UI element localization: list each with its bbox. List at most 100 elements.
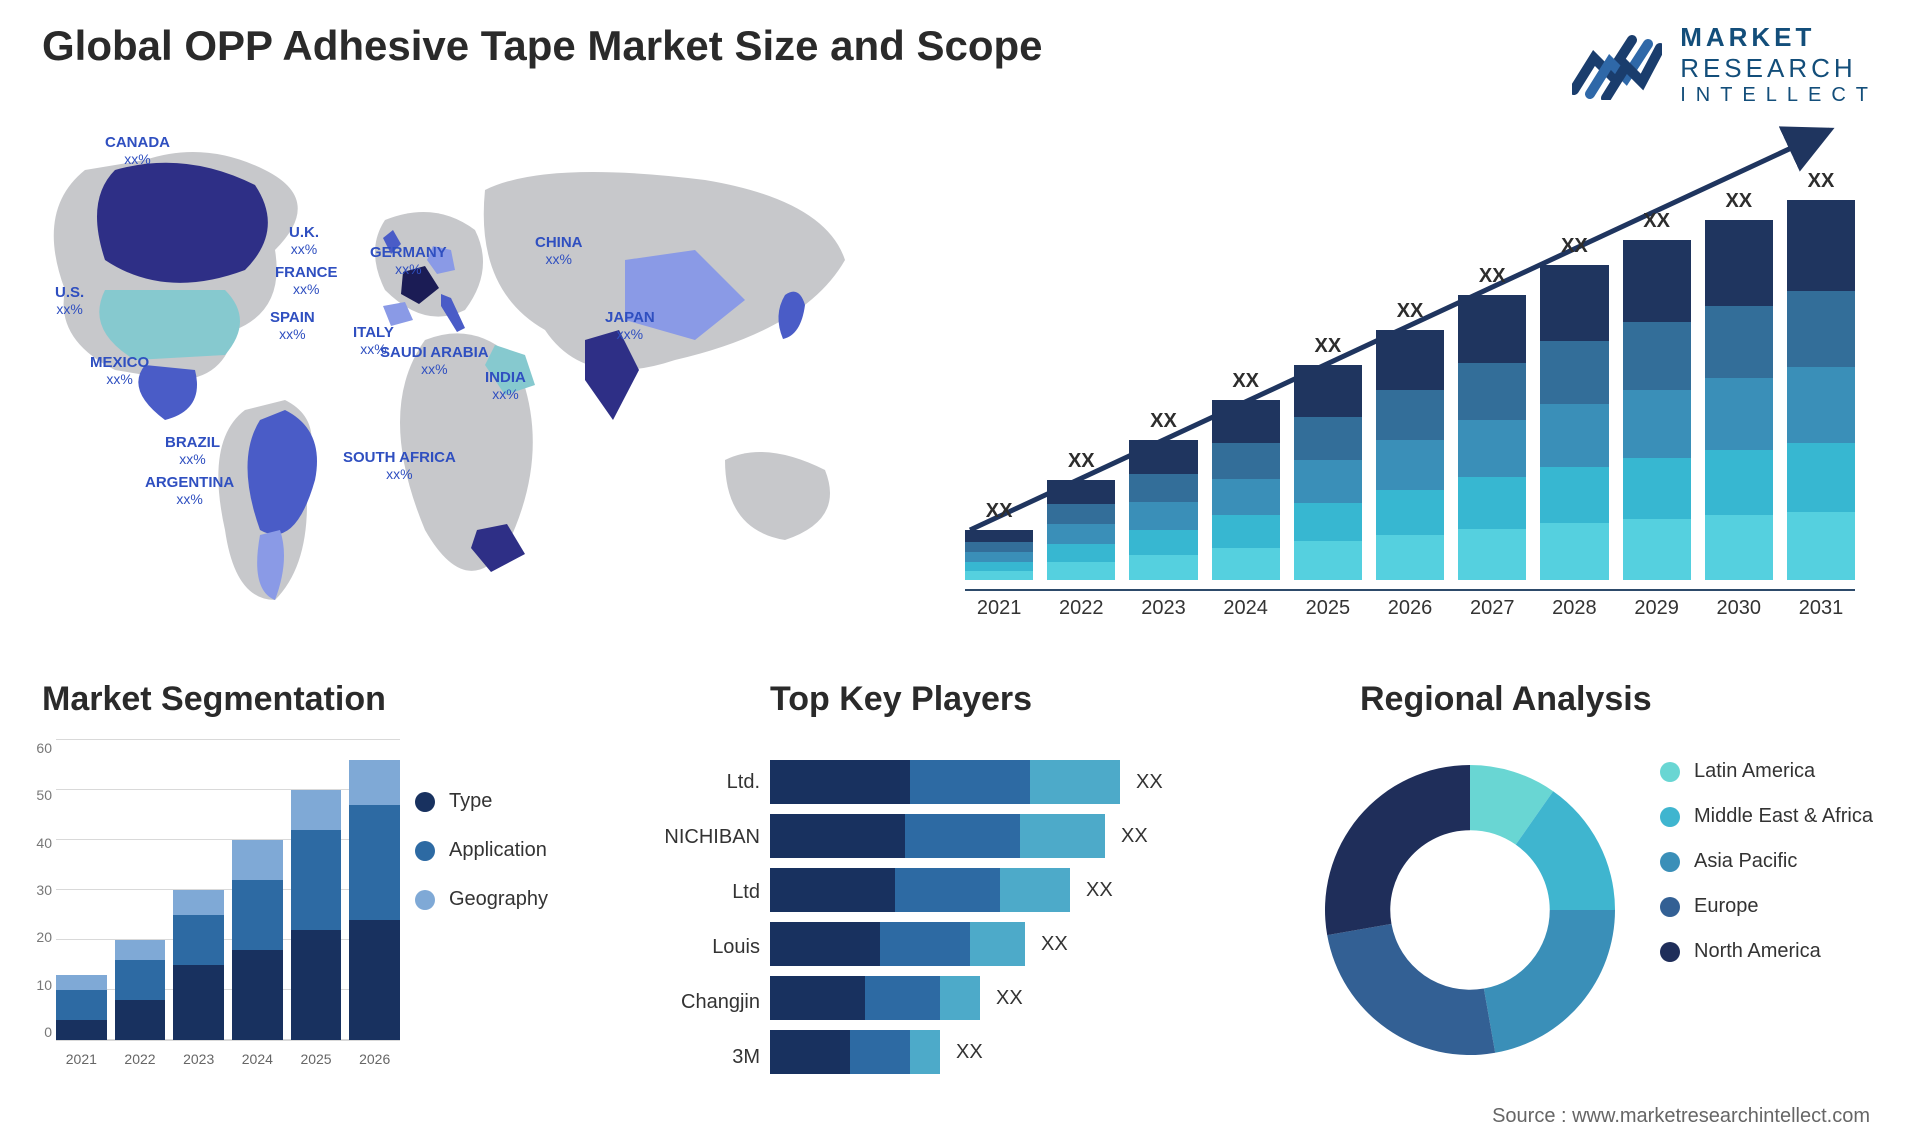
growth-xaxis-label: 2029	[1623, 591, 1691, 620]
seg-legend-item: Application	[415, 839, 548, 862]
seg-ytick: 50	[20, 787, 52, 803]
seg-legend-item: Type	[415, 790, 548, 813]
player-value: XX	[1136, 771, 1163, 794]
legend-swatch-icon	[1660, 852, 1680, 872]
regional-title: Regional Analysis	[1360, 680, 1652, 719]
legend-label: North America	[1694, 940, 1821, 963]
growth-bar-value: XX	[1047, 450, 1115, 473]
page-title: Global OPP Adhesive Tape Market Size and…	[42, 22, 1043, 70]
seg-bar	[173, 890, 224, 1040]
logo-text-3: INTELLECT	[1680, 84, 1878, 107]
growth-xaxis-label: 2026	[1376, 591, 1444, 620]
growth-xaxis-label: 2021	[965, 591, 1033, 620]
legend-label: Latin America	[1694, 760, 1815, 783]
player-label: NICHIBAN	[620, 816, 760, 860]
seg-ytick: 20	[20, 929, 52, 945]
regional-legend: Latin America Middle East & Africa Asia Pa…	[1660, 760, 1873, 985]
donut-slice	[1484, 910, 1615, 1053]
segmentation-title: Market Segmentation	[42, 680, 386, 719]
growth-bar-value: XX	[1212, 370, 1280, 393]
player-row: XX	[770, 922, 1290, 966]
seg-ytick: 40	[20, 835, 52, 851]
map-label: FRANCExx%	[275, 265, 338, 298]
seg-bar	[349, 760, 400, 1040]
map-label: U.K.xx%	[289, 225, 319, 258]
legend-label: Europe	[1694, 895, 1759, 918]
player-label: 3M	[620, 1036, 760, 1080]
growth-bar: XX	[1787, 200, 1855, 580]
players-chart: XXXXXXXXXXXX	[770, 760, 1290, 1090]
growth-xaxis-label: 2027	[1458, 591, 1526, 620]
segmentation-chart: 6050403020100 202120222023202420252026	[20, 740, 400, 1080]
map-label: CANADAxx%	[105, 135, 170, 168]
player-value: XX	[1041, 933, 1068, 956]
growth-bar-value: XX	[1623, 210, 1691, 233]
seg-ytick: 30	[20, 882, 52, 898]
seg-ytick: 60	[20, 740, 52, 756]
map-label: CHINAxx%	[535, 235, 583, 268]
seg-xlabel: 2024	[232, 1041, 283, 1080]
growth-xaxis-label: 2028	[1540, 591, 1608, 620]
growth-bar: XX	[1294, 365, 1362, 580]
players-title: Top Key Players	[770, 680, 1032, 719]
player-label: Ltd.	[620, 761, 760, 805]
growth-xaxis-label: 2023	[1129, 591, 1197, 620]
logo-text-1: MARKET	[1680, 22, 1878, 53]
seg-bar	[291, 790, 342, 1040]
growth-bar-value: XX	[1376, 300, 1444, 323]
map-label: MEXICOxx%	[90, 355, 149, 388]
legend-swatch-icon	[1660, 942, 1680, 962]
seg-ytick: 10	[20, 977, 52, 993]
seg-xlabel: 2023	[173, 1041, 224, 1080]
legend-swatch-icon	[1660, 762, 1680, 782]
region-legend-item: Asia Pacific	[1660, 850, 1873, 873]
player-row: XX	[770, 868, 1290, 912]
logo-text-2: RESEARCH	[1680, 53, 1878, 84]
player-value: XX	[996, 987, 1023, 1010]
legend-label: Application	[449, 839, 547, 862]
seg-xlabel: 2021	[56, 1041, 107, 1080]
donut-slice	[1325, 765, 1470, 935]
growth-bar-chart: XXXXXXXXXXXXXXXXXXXXXX 20212022202320242…	[965, 150, 1855, 620]
growth-bar: XX	[1705, 220, 1773, 580]
region-legend-item: Middle East & Africa	[1660, 805, 1873, 828]
legend-swatch-icon	[415, 890, 435, 910]
growth-bar-value: XX	[1458, 265, 1526, 288]
growth-bar-value: XX	[965, 500, 1033, 523]
growth-bar: XX	[1376, 330, 1444, 580]
legend-label: Asia Pacific	[1694, 850, 1797, 873]
legend-swatch-icon	[415, 792, 435, 812]
legend-swatch-icon	[415, 841, 435, 861]
legend-swatch-icon	[1660, 807, 1680, 827]
map-label: U.S.xx%	[55, 285, 84, 318]
regional-donut	[1310, 750, 1630, 1070]
growth-xaxis-label: 2024	[1212, 591, 1280, 620]
seg-xlabel: 2022	[115, 1041, 166, 1080]
header: Global OPP Adhesive Tape Market Size and…	[42, 22, 1878, 107]
player-value: XX	[1086, 879, 1113, 902]
player-row: XX	[770, 976, 1290, 1020]
region-legend-item: Latin America	[1660, 760, 1873, 783]
map-label: SOUTH AFRICAxx%	[343, 450, 456, 483]
growth-bar: XX	[1047, 480, 1115, 580]
logo-mark-icon	[1572, 30, 1662, 100]
donut-svg	[1310, 750, 1630, 1070]
growth-bar-value: XX	[1129, 410, 1197, 433]
growth-bar: XX	[1540, 265, 1608, 580]
segmentation-legend: Type Application Geography	[415, 790, 548, 937]
brand-logo: MARKET RESEARCH INTELLECT	[1572, 22, 1878, 107]
legend-label: Type	[449, 790, 492, 813]
player-label: Ltd	[620, 871, 760, 915]
map-label: INDIAxx%	[485, 370, 526, 403]
seg-bar	[232, 840, 283, 1040]
map-label: JAPANxx%	[605, 310, 655, 343]
legend-label: Middle East & Africa	[1694, 805, 1873, 828]
growth-xaxis-label: 2030	[1705, 591, 1773, 620]
growth-xaxis-label: 2022	[1047, 591, 1115, 620]
legend-label: Geography	[449, 888, 548, 911]
growth-xaxis-label: 2031	[1787, 591, 1855, 620]
player-row: XX	[770, 760, 1290, 804]
growth-bar: XX	[1458, 295, 1526, 580]
legend-swatch-icon	[1660, 897, 1680, 917]
seg-xlabel: 2025	[291, 1041, 342, 1080]
